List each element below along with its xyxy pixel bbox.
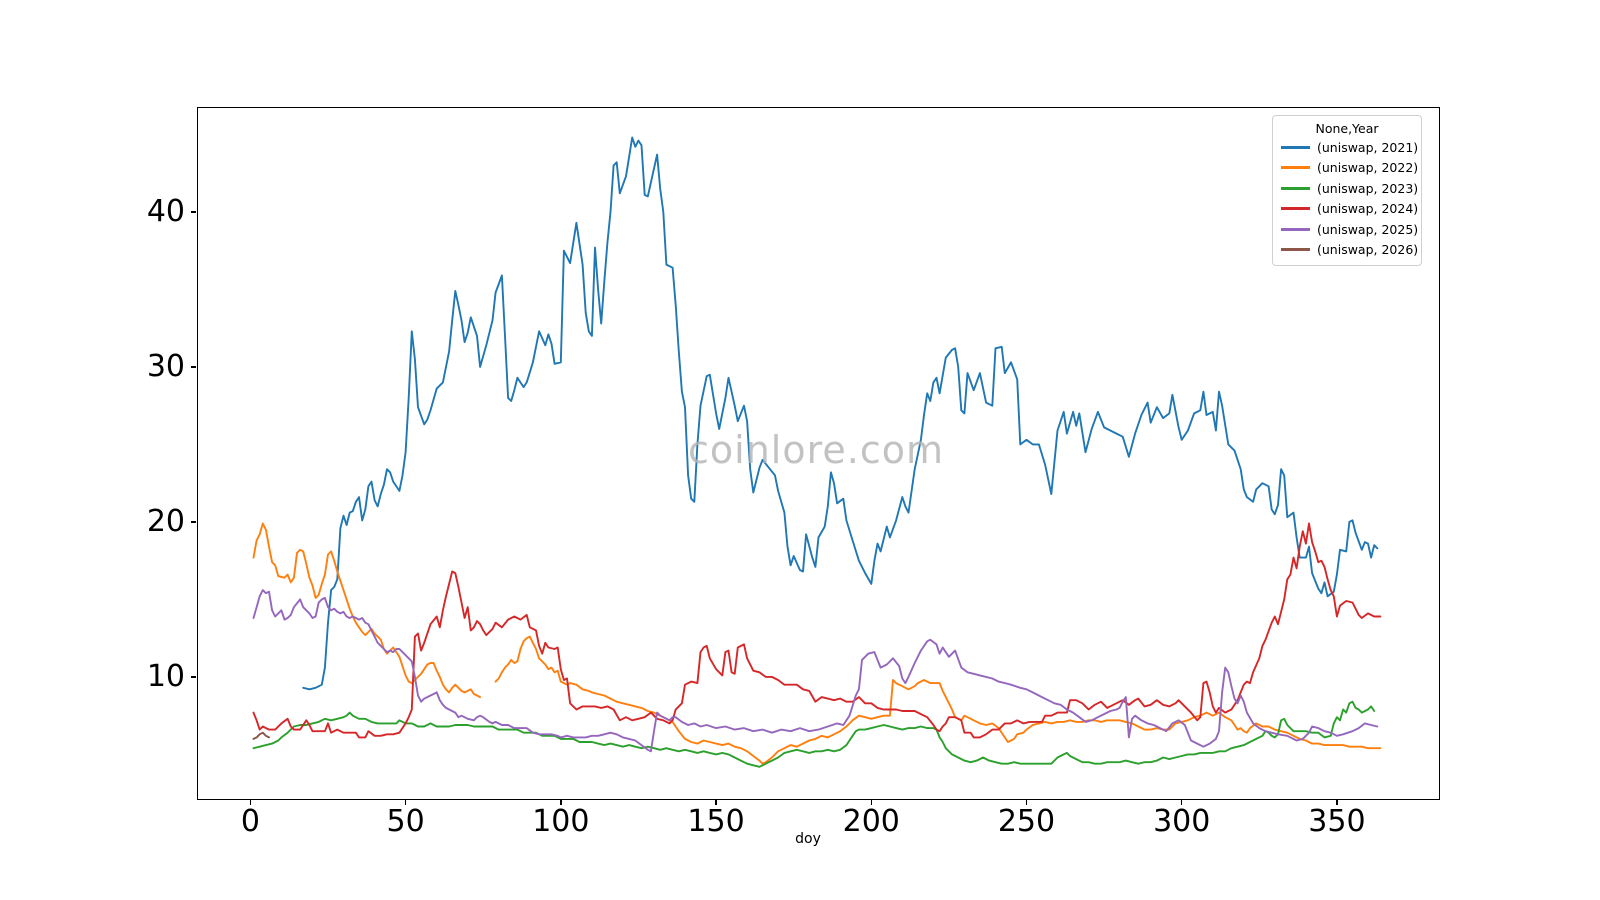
x-tick-mark: [715, 800, 717, 805]
x-tick-mark: [404, 800, 407, 805]
legend-entry: (uniswap, 2023): [1279, 178, 1419, 199]
legend-entry: (uniswap, 2026): [1279, 240, 1419, 261]
series-line-2024: [252, 522, 1382, 739]
series-line-2022: [252, 522, 482, 699]
plot-area: [197, 107, 1440, 800]
legend-entry: (uniswap, 2021): [1279, 137, 1419, 158]
legend-entry-label: (uniswap, 2022): [1317, 160, 1419, 176]
line-chart: [252, 136, 1382, 768]
legend-line-swatch-2024: [1281, 207, 1310, 211]
x-tick-label: 300: [1153, 804, 1211, 839]
legend: None,Year (uniswap, 2021) (uniswap, 2022)…: [1272, 115, 1422, 266]
legend-line-swatch-2026: [1281, 248, 1310, 252]
series-line-2023: [252, 700, 1376, 768]
legend-entry: (uniswap, 2024): [1279, 199, 1419, 220]
y-tick-mark: [191, 521, 196, 523]
y-tick-label: 40: [146, 193, 185, 229]
legend-title: None,Year: [1315, 121, 1379, 136]
series-line-2021: [302, 136, 1379, 691]
y-tick-label: 10: [146, 658, 185, 694]
x-tick-label: 350: [1308, 804, 1366, 839]
x-tick-mark: [1025, 800, 1028, 805]
legend-entry-label: (uniswap, 2023): [1317, 180, 1419, 196]
legend-entries: (uniswap, 2021) (uniswap, 2022) (uniswap, …: [1279, 137, 1419, 261]
x-tick-label: 0: [240, 804, 260, 839]
legend-entry-label: (uniswap, 2021): [1317, 139, 1419, 155]
series-line-2022: [494, 635, 1382, 765]
series-line-2026: [252, 731, 270, 740]
legend-line-swatch-2022: [1281, 166, 1310, 170]
legend-entry-label: (uniswap, 2025): [1317, 221, 1419, 237]
legend-entry: (uniswap, 2022): [1279, 158, 1419, 179]
x-tick-label: 250: [997, 804, 1056, 839]
legend-line-swatch-2023: [1281, 186, 1310, 190]
legend-entry-label: (uniswap, 2024): [1317, 201, 1419, 217]
x-tick-mark: [1181, 800, 1183, 805]
x-axis-label: doy: [795, 831, 821, 847]
y-tick-label: 20: [146, 503, 185, 539]
x-tick-label: 50: [386, 804, 425, 839]
y-tick-mark: [191, 366, 196, 368]
legend-entry-label: (uniswap, 2026): [1317, 242, 1419, 258]
legend-entry: (uniswap, 2025): [1279, 219, 1419, 240]
x-tick-mark: [560, 800, 562, 805]
legend-line-swatch-2021: [1281, 145, 1310, 149]
x-tick-label: 150: [687, 804, 745, 839]
x-tick-label: 200: [842, 804, 900, 839]
watermark-text: coinlore.com: [688, 428, 944, 472]
x-tick-label: 100: [532, 804, 590, 839]
legend-line-swatch-2025: [1281, 227, 1310, 231]
y-tick-mark: [191, 676, 196, 678]
y-tick-mark: [191, 211, 196, 213]
y-tick-label: 30: [146, 348, 185, 384]
x-tick-mark: [249, 800, 252, 805]
series-line-2025: [252, 589, 1379, 753]
x-tick-mark: [1336, 800, 1338, 805]
x-tick-mark: [870, 800, 872, 805]
